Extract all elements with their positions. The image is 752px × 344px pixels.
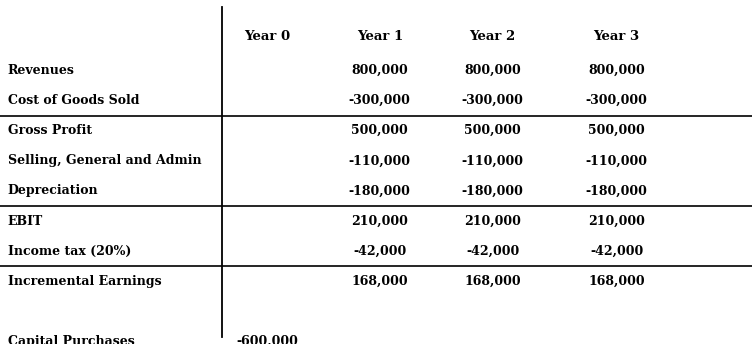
Text: 168,000: 168,000 <box>464 275 521 288</box>
Text: -110,000: -110,000 <box>349 154 411 167</box>
Text: -300,000: -300,000 <box>586 94 647 107</box>
Text: Income tax (20%): Income tax (20%) <box>8 245 131 258</box>
Text: Year 2: Year 2 <box>469 30 516 43</box>
Text: 800,000: 800,000 <box>588 64 645 77</box>
Text: Year 1: Year 1 <box>356 30 403 43</box>
Text: EBIT: EBIT <box>8 215 43 227</box>
Text: -600,000: -600,000 <box>236 335 298 344</box>
Text: 210,000: 210,000 <box>464 215 521 227</box>
Text: 168,000: 168,000 <box>351 275 408 288</box>
Text: -300,000: -300,000 <box>349 94 411 107</box>
Text: Revenues: Revenues <box>8 64 74 77</box>
Text: 210,000: 210,000 <box>588 215 645 227</box>
Text: Year 0: Year 0 <box>244 30 290 43</box>
Text: 800,000: 800,000 <box>351 64 408 77</box>
Text: 168,000: 168,000 <box>588 275 645 288</box>
Text: 500,000: 500,000 <box>464 124 521 137</box>
Text: Year 3: Year 3 <box>593 30 640 43</box>
Text: 500,000: 500,000 <box>588 124 645 137</box>
Text: -110,000: -110,000 <box>586 154 647 167</box>
Text: -42,000: -42,000 <box>466 245 519 258</box>
Text: -180,000: -180,000 <box>586 184 647 197</box>
Text: -42,000: -42,000 <box>353 245 406 258</box>
Text: 210,000: 210,000 <box>351 215 408 227</box>
Text: 800,000: 800,000 <box>464 64 521 77</box>
Text: Selling, General and Admin: Selling, General and Admin <box>8 154 201 167</box>
Text: 500,000: 500,000 <box>351 124 408 137</box>
Text: -110,000: -110,000 <box>462 154 523 167</box>
Text: -42,000: -42,000 <box>590 245 643 258</box>
Text: Incremental Earnings: Incremental Earnings <box>8 275 161 288</box>
Text: Capital Purchases: Capital Purchases <box>8 335 135 344</box>
Text: -180,000: -180,000 <box>349 184 411 197</box>
Text: -300,000: -300,000 <box>462 94 523 107</box>
Text: Gross Profit: Gross Profit <box>8 124 92 137</box>
Text: Depreciation: Depreciation <box>8 184 99 197</box>
Text: Cost of Goods Sold: Cost of Goods Sold <box>8 94 139 107</box>
Text: -180,000: -180,000 <box>462 184 523 197</box>
